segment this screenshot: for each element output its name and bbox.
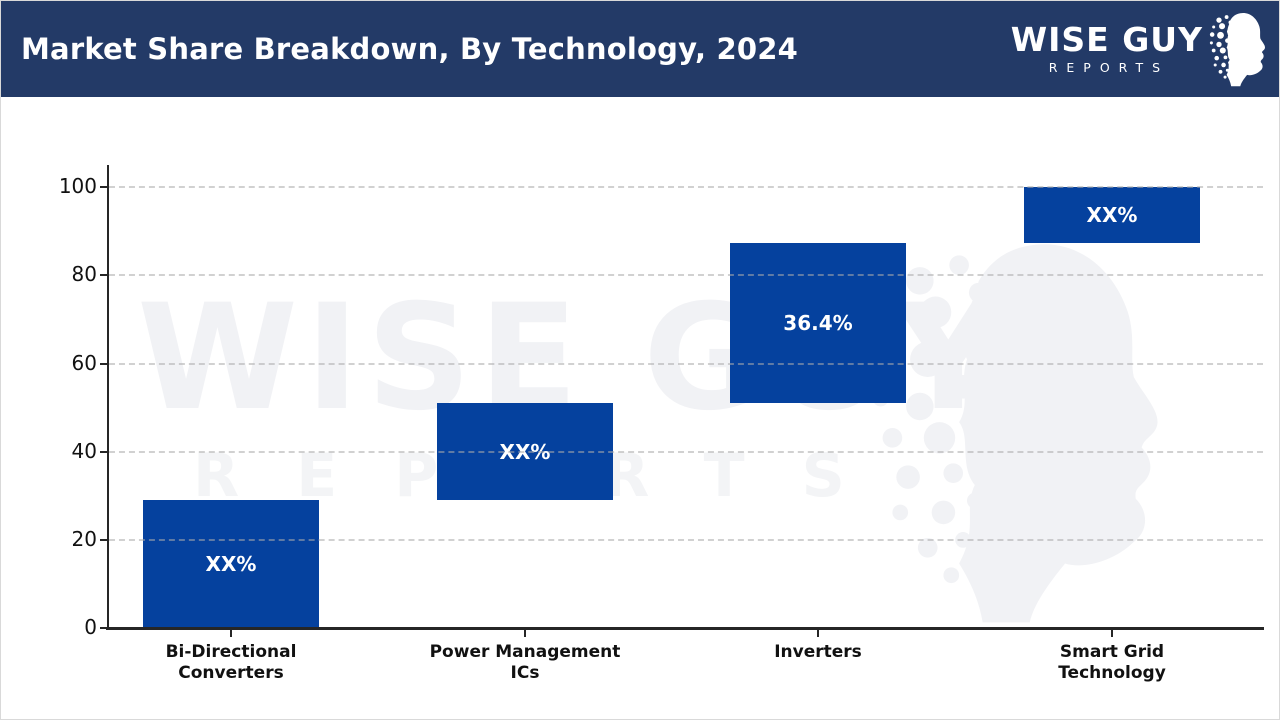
bar-value-label-3: XX% [1086, 202, 1138, 227]
y-tick-80 [100, 274, 108, 277]
y-tick-100 [100, 186, 108, 189]
y-tick-20 [100, 538, 108, 541]
page-title: Market Share Breakdown, By Technology, 2… [21, 32, 799, 66]
category-label-3: Smart Grid Technology [1058, 642, 1166, 683]
bar-value-label-0: XX% [205, 552, 257, 577]
bar-value-label-2: 36.4% [783, 310, 853, 335]
y-tick-label-80: 80 [71, 262, 97, 287]
x-tick-0 [230, 630, 232, 637]
x-tick-1 [524, 630, 526, 637]
x-axis-line [106, 627, 1264, 630]
y-tick-label-60: 60 [71, 350, 97, 375]
y-tick-label-40: 40 [71, 438, 97, 463]
gridline-100 [109, 186, 1263, 189]
category-label-1: Power Management ICs [429, 642, 621, 683]
y-tick-label-0: 0 [84, 615, 97, 639]
logo-name-text: WISE GUY [1010, 20, 1203, 59]
logo-face-icon [1209, 13, 1266, 87]
category-label-0: Bi-Directional Converters [165, 642, 297, 683]
bar-segment-3: XX% [1024, 187, 1200, 243]
logo-text: WISE GUY REPORTS [1010, 20, 1203, 76]
header-bar: Market Share Breakdown, By Technology, 2… [1, 1, 1279, 97]
y-tick-40 [100, 450, 108, 453]
y-tick-60 [100, 362, 108, 365]
wiseguy-logo: WISE GUY REPORTS [1011, 9, 1269, 89]
y-axis-line [107, 165, 109, 630]
bar-segment-2: 36.4% [730, 242, 906, 404]
y-tick-0 [100, 627, 108, 629]
x-tick-3 [1111, 630, 1113, 637]
gridline-40 [109, 450, 1263, 453]
category-label-2: Inverters [774, 642, 862, 662]
logo-reports-text: REPORTS [1048, 60, 1170, 75]
gridline-20 [109, 538, 1263, 541]
y-tick-label-20: 20 [71, 526, 97, 551]
gridline-60 [109, 362, 1263, 365]
gridline-80 [109, 274, 1263, 277]
bar-segment-0: XX% [143, 500, 319, 628]
x-tick-2 [817, 630, 819, 637]
y-tick-label-100: 100 [58, 174, 97, 199]
